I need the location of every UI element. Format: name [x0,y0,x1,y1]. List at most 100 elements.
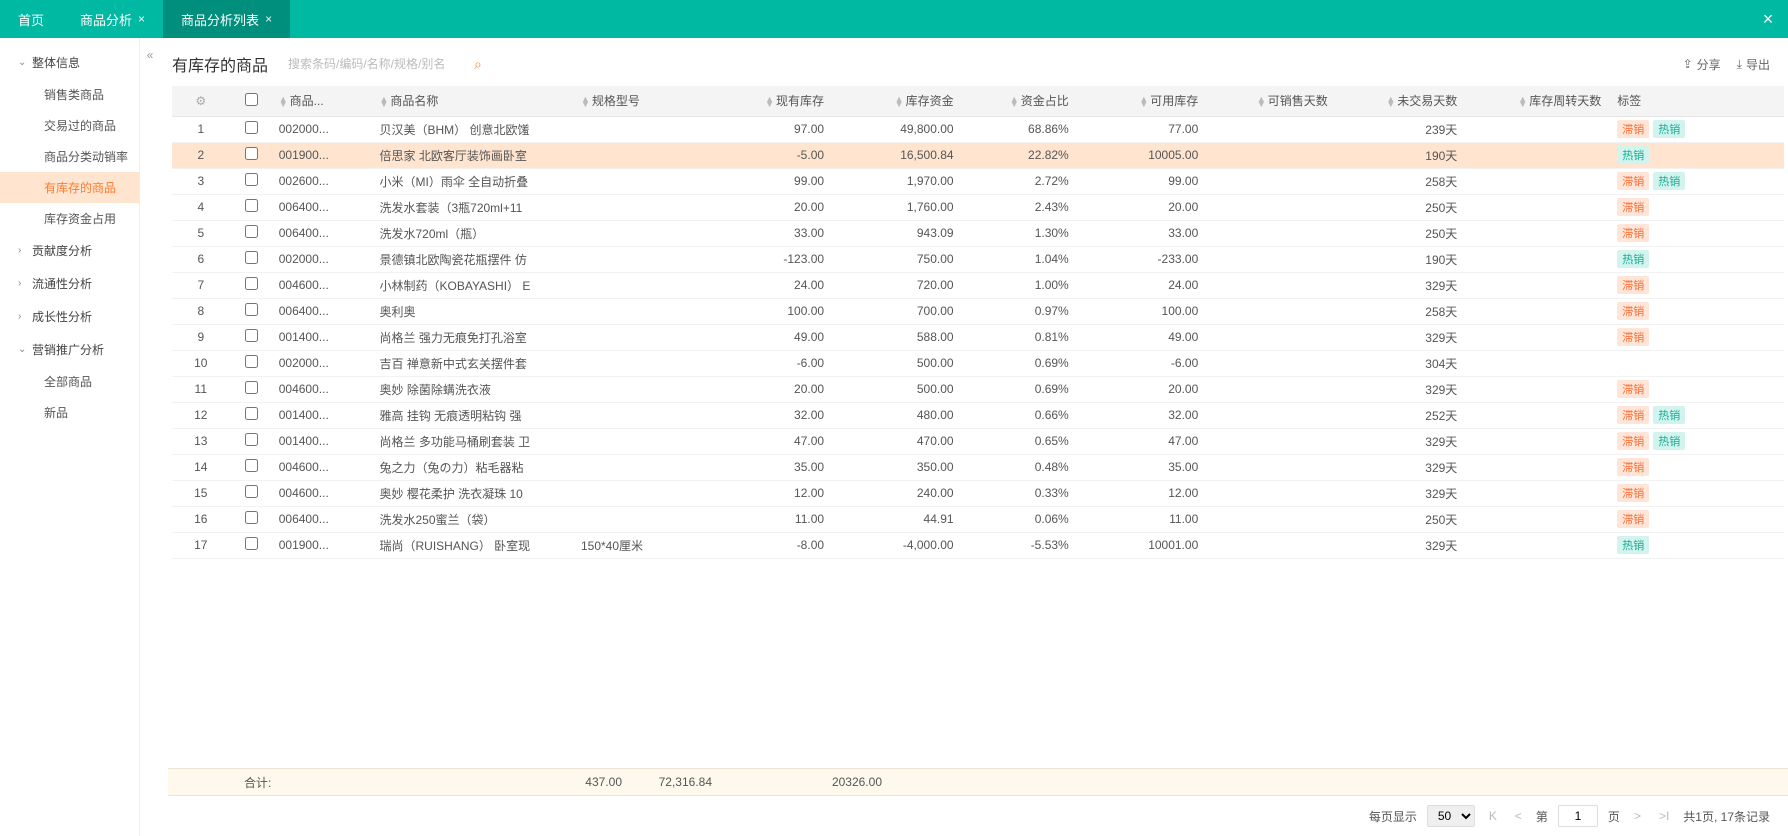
sidebar-group-成长性分析[interactable]: ›成长性分析 [0,300,139,333]
sidebar-group-整体信息[interactable]: ⌄整体信息 [0,46,139,79]
col-header-name[interactable]: ▲▼商品名称 [373,86,575,116]
row-checkbox[interactable] [245,485,258,498]
export-icon: ⤓ [1737,57,1742,72]
col-header-ratio[interactable]: ▲▼资金占比 [964,86,1079,116]
table-row[interactable]: 17001900...瑞尚（RUISHANG） 卧室现150*40厘米-8.00… [172,532,1784,558]
table-row[interactable]: 3002600...小米（MI）雨伞 全自动折叠99.001,970.002.7… [172,168,1784,194]
sidebar-collapse-handle[interactable]: « [140,38,160,836]
sidebar-item-新品[interactable]: 新品 [0,397,139,428]
row-checkbox[interactable] [245,303,258,316]
col-label: 可用库存 [1150,94,1198,108]
cell-code: 004600... [273,376,374,402]
cell-gear: 16 [172,506,230,532]
col-header-avail[interactable]: ▲▼可用库存 [1079,86,1209,116]
col-header-code[interactable]: ▲▼商品... [273,86,374,116]
cell-notrx: 252天 [1338,402,1468,428]
table-row[interactable]: 11004600...奥妙 除菌除螨洗衣液20.00500.000.69%20.… [172,376,1784,402]
close-icon[interactable]: × [265,12,272,26]
table-row[interactable]: 4006400...洗发水套装（3瓶720ml+1120.001,760.002… [172,194,1784,220]
cell-turnd [1467,428,1611,454]
search-wrap: ⌕ [288,56,482,73]
row-checkbox[interactable] [245,225,258,238]
row-checkbox[interactable] [245,381,258,394]
per-page-select[interactable]: 50 [1427,805,1475,827]
row-checkbox[interactable] [245,199,258,212]
row-checkbox[interactable] [245,459,258,472]
col-header-saled[interactable]: ▲▼可销售天数 [1208,86,1338,116]
cell-fund: 500.00 [834,376,964,402]
tab-首页[interactable]: 首页 [0,0,62,38]
sidebar-item-销售类商品[interactable]: 销售类商品 [0,79,139,110]
col-header-notrx[interactable]: ▲▼未交易天数 [1338,86,1468,116]
cell-stock: 11.00 [705,506,835,532]
table-row[interactable]: 16006400...洗发水250蜜兰（袋）11.0044.910.06%11.… [172,506,1784,532]
table-row[interactable]: 7004600...小林制药（KOBAYASHI） E24.00720.001.… [172,272,1784,298]
row-checkbox[interactable] [245,355,258,368]
cell-code: 002600... [273,168,374,194]
close-icon[interactable]: × [138,12,145,26]
cell-stock: 20.00 [705,194,835,220]
cell-gear: 11 [172,376,230,402]
table-row[interactable]: 10002000...吉百 禅意新中式玄关摆件套-6.00500.000.69%… [172,350,1784,376]
col-header-turnd[interactable]: ▲▼库存周转天数 [1467,86,1611,116]
row-checkbox[interactable] [245,173,258,186]
pager-first-icon[interactable]: K [1485,809,1501,823]
share-button[interactable]: ⇪ 分享 [1683,56,1721,73]
row-checkbox[interactable] [245,511,258,524]
sidebar-item-交易过的商品[interactable]: 交易过的商品 [0,110,139,141]
sidebar-item-商品分类动销率[interactable]: 商品分类动销率 [0,141,139,172]
table-row[interactable]: 5006400...洗发水720ml（瓶）33.00943.091.30%33.… [172,220,1784,246]
col-header-spec[interactable]: ▲▼规格型号 [575,86,705,116]
row-checkbox[interactable] [245,277,258,290]
cell-ratio: 0.06% [964,506,1079,532]
cell-name: 洗发水套装（3瓶720ml+11 [373,194,575,220]
row-checkbox[interactable] [245,407,258,420]
sidebar-group-label: 营销推广分析 [32,341,104,358]
cell-saled [1208,454,1338,480]
tag-badge: 滞销 [1617,432,1649,450]
row-checkbox[interactable] [245,433,258,446]
table-row[interactable]: 8006400...奥利奥100.00700.000.97%100.00258天… [172,298,1784,324]
row-checkbox[interactable] [245,121,258,134]
sidebar-group-流通性分析[interactable]: ›流通性分析 [0,267,139,300]
col-header-fund[interactable]: ▲▼库存资金 [834,86,964,116]
table-row[interactable]: 2001900...倍思家 北欧客厅装饰画卧室-5.0016,500.8422.… [172,142,1784,168]
export-button[interactable]: ⤓ 导出 [1737,56,1770,73]
tab-商品分析[interactable]: 商品分析× [62,0,163,38]
col-header-tags: 标签 [1611,86,1784,116]
cell-code: 006400... [273,298,374,324]
row-checkbox[interactable] [245,147,258,160]
close-all-icon[interactable]: × [1748,0,1788,38]
cell-notrx: 258天 [1338,168,1468,194]
cell-name: 洗发水720ml（瓶） [373,220,575,246]
sidebar-group-营销推广分析[interactable]: ⌄营销推广分析 [0,333,139,366]
pager-last-icon[interactable]: >I [1655,809,1673,823]
pager-page-input[interactable] [1558,805,1598,827]
tab-商品分析列表[interactable]: 商品分析列表× [163,0,290,38]
sidebar-item-全部商品[interactable]: 全部商品 [0,366,139,397]
search-input[interactable] [288,57,468,71]
table-row[interactable]: 9001400...尚格兰 强力无痕免打孔浴室49.00588.000.81%4… [172,324,1784,350]
row-checkbox[interactable] [245,329,258,342]
gear-icon[interactable]: ⚙ [195,94,206,108]
cell-avail: 12.00 [1079,480,1209,506]
sidebar-item-库存资金占用[interactable]: 库存资金占用 [0,203,139,234]
sidebar-group-贡献度分析[interactable]: ›贡献度分析 [0,234,139,267]
row-checkbox[interactable] [245,537,258,550]
select-all-checkbox[interactable] [245,93,258,106]
table-row[interactable]: 13001400...尚格兰 多功能马桶刷套装 卫47.00470.000.65… [172,428,1784,454]
col-header-stock[interactable]: ▲▼现有库存 [705,86,835,116]
table-row[interactable]: 14004600...兔之力（兔の力）粘毛器粘35.00350.000.48%3… [172,454,1784,480]
pager-prev-icon[interactable]: < [1511,809,1526,823]
cell-tags: 滞销 [1611,324,1784,350]
table-row[interactable]: 1002000...贝汉美（BHM） 创意北欧馐97.0049,800.0068… [172,116,1784,142]
table-row[interactable]: 15004600...奥妙 樱花柔护 洗衣凝珠 1012.00240.000.3… [172,480,1784,506]
sidebar-item-有库存的商品[interactable]: 有库存的商品 [0,172,139,203]
cell-spec [575,324,705,350]
pager-next-icon[interactable]: > [1630,809,1645,823]
table-row[interactable]: 6002000...景德镇北欧陶瓷花瓶摆件 仿-123.00750.001.04… [172,246,1784,272]
search-icon[interactable]: ⌕ [474,56,482,73]
row-checkbox[interactable] [245,251,258,264]
table-row[interactable]: 12001400...雅高 挂钩 无痕透明粘钩 强32.00480.000.66… [172,402,1784,428]
cell-turnd [1467,298,1611,324]
